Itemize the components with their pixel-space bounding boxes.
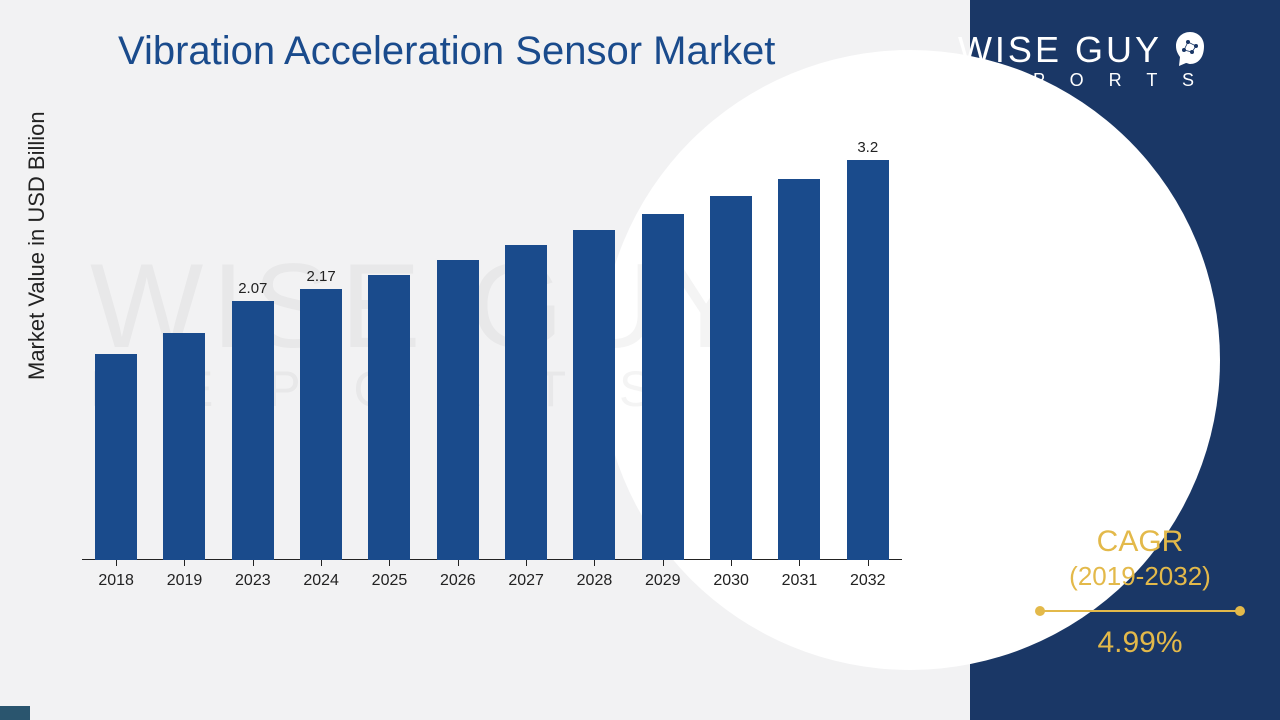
bar-value-label: 2.17 [307, 268, 336, 285]
bar-slot: 2028 [560, 230, 628, 560]
x-axis-tick-label: 2023 [235, 572, 271, 590]
bar-slot: 2018 [82, 354, 150, 560]
bar-value-label: 2.07 [238, 280, 267, 297]
tick-mark [321, 560, 322, 566]
bar-slot: 3.22032 [834, 160, 902, 560]
bar [710, 196, 752, 560]
bar-slot: 2.172024 [287, 289, 355, 560]
bar-slot: 2027 [492, 245, 560, 560]
bar-slot: 2026 [424, 260, 492, 560]
cagr-title: CAGR [1040, 525, 1240, 559]
bar-slot: 2030 [697, 196, 765, 560]
tick-mark [253, 560, 254, 566]
bar-slot: 2031 [765, 179, 833, 560]
bar [368, 275, 410, 560]
tick-mark [663, 560, 664, 566]
x-axis-tick-label: 2027 [508, 572, 544, 590]
bottom-accent-bar [0, 706, 30, 720]
tick-mark [731, 560, 732, 566]
logo: WISE GUY R E P O R T S [958, 28, 1248, 91]
bar [232, 301, 274, 560]
tick-mark [868, 560, 869, 566]
chart-title: Vibration Acceleration Sensor Market [118, 28, 775, 74]
bars-container: 201820192.0720232.1720242025202620272028… [82, 160, 902, 560]
tick-mark [594, 560, 595, 566]
tick-mark [116, 560, 117, 566]
y-axis-label: Market Value in USD Billion [24, 111, 50, 380]
x-axis-tick-label: 2018 [98, 572, 134, 590]
bar [642, 214, 684, 560]
bar [847, 160, 889, 560]
x-axis-tick-label: 2032 [850, 572, 886, 590]
bar [437, 260, 479, 560]
x-axis-tick-label: 2030 [713, 572, 749, 590]
x-axis-tick-label: 2019 [167, 572, 203, 590]
bar [95, 354, 137, 560]
cagr-divider [1040, 610, 1240, 612]
bar [505, 245, 547, 560]
tick-mark [526, 560, 527, 566]
x-axis-tick-label: 2025 [372, 572, 408, 590]
tick-mark [799, 560, 800, 566]
x-axis-tick-label: 2028 [577, 572, 613, 590]
bar-chart: 201820192.0720232.1720242025202620272028… [82, 160, 902, 590]
logo-head-icon [1168, 28, 1212, 72]
bar [300, 289, 342, 560]
logo-sub-text: R E P O R T S [958, 70, 1248, 91]
tick-mark [458, 560, 459, 566]
x-axis-tick-label: 2029 [645, 572, 681, 590]
cagr-value: 4.99% [1040, 626, 1240, 660]
bar [163, 333, 205, 561]
logo-main-text: WISE GUY [958, 29, 1162, 71]
x-axis-tick-label: 2026 [440, 572, 476, 590]
x-axis-tick-label: 2031 [782, 572, 818, 590]
bar-slot: 2.072023 [219, 301, 287, 560]
bar [573, 230, 615, 560]
bar-slot: 2029 [629, 214, 697, 560]
cagr-range: (2019-2032) [1040, 561, 1240, 592]
bar-value-label: 3.2 [857, 139, 878, 156]
bar-slot: 2019 [150, 333, 218, 561]
x-axis-tick-label: 2024 [303, 572, 339, 590]
tick-mark [389, 560, 390, 566]
bar-slot: 2025 [355, 275, 423, 560]
tick-mark [184, 560, 185, 566]
cagr-box: CAGR (2019-2032) 4.99% [1040, 525, 1240, 660]
bar [778, 179, 820, 560]
